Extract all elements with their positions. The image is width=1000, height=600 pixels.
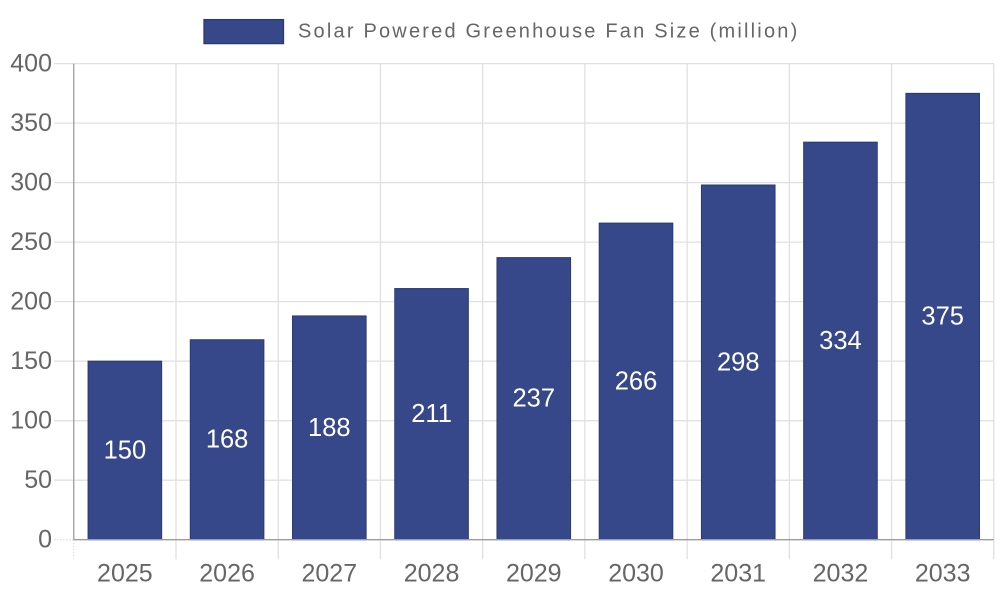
- svg-text:375: 375: [921, 303, 964, 331]
- svg-text:2033: 2033: [915, 560, 971, 588]
- svg-text:250: 250: [10, 228, 52, 256]
- svg-text:2030: 2030: [608, 560, 664, 588]
- svg-text:211: 211: [411, 400, 452, 428]
- svg-text:300: 300: [10, 169, 52, 197]
- svg-text:400: 400: [10, 50, 52, 78]
- svg-text:188: 188: [308, 414, 351, 442]
- svg-text:168: 168: [206, 426, 249, 454]
- svg-text:237: 237: [512, 385, 555, 413]
- svg-text:2025: 2025: [97, 560, 153, 588]
- svg-text:2029: 2029: [506, 560, 562, 588]
- svg-text:298: 298: [717, 348, 760, 376]
- svg-text:Solar Powered Greenhouse Fan S: Solar Powered Greenhouse Fan Size (milli…: [298, 21, 799, 43]
- svg-text:2027: 2027: [302, 560, 358, 588]
- svg-text:2031: 2031: [710, 560, 766, 588]
- svg-text:0: 0: [38, 526, 52, 554]
- svg-text:150: 150: [10, 347, 52, 375]
- svg-text:350: 350: [10, 109, 52, 137]
- svg-text:50: 50: [24, 466, 52, 494]
- svg-text:200: 200: [10, 288, 52, 316]
- svg-text:2026: 2026: [199, 560, 255, 588]
- svg-text:150: 150: [104, 436, 147, 464]
- svg-text:100: 100: [10, 407, 52, 435]
- svg-text:334: 334: [819, 327, 862, 355]
- svg-text:2032: 2032: [813, 560, 869, 588]
- svg-text:266: 266: [615, 367, 658, 395]
- svg-text:2028: 2028: [404, 560, 460, 588]
